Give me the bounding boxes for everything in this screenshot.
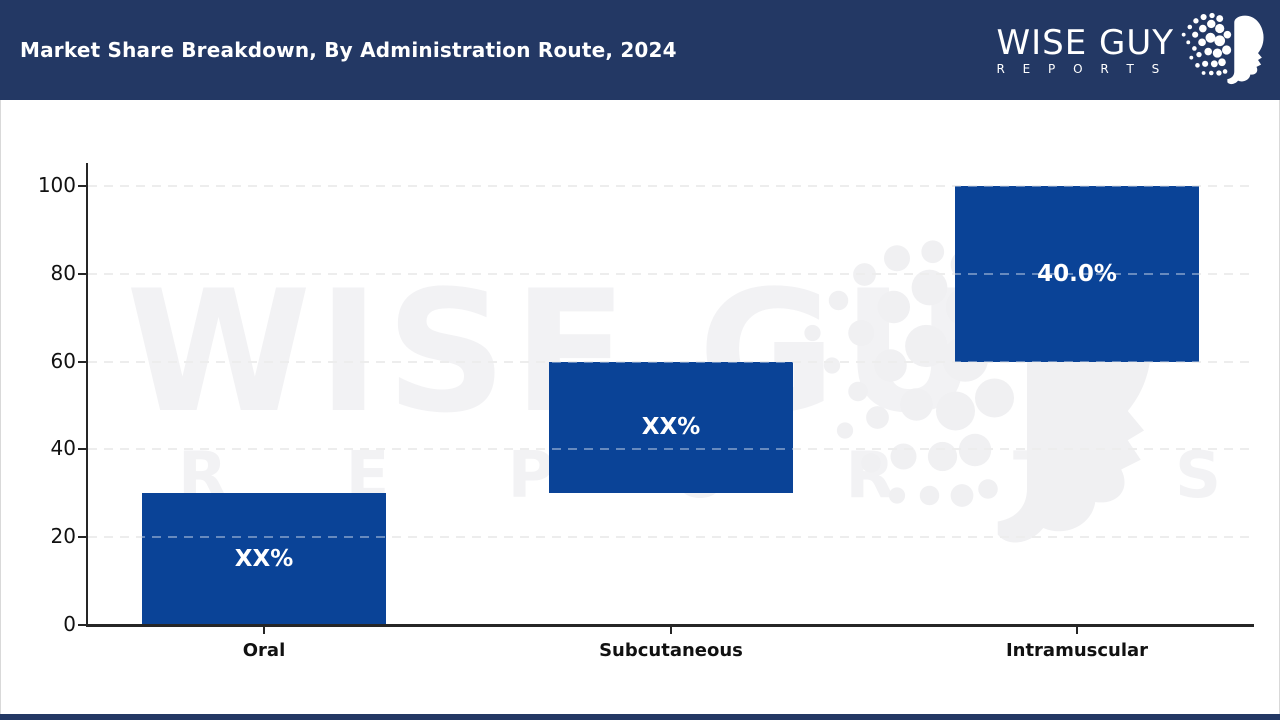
y-tick-label: 0 (63, 612, 76, 636)
y-tick-label: 80 (50, 260, 76, 285)
bar-value-label: 40.0% (1037, 260, 1117, 287)
y-tick-label: 20 (50, 524, 76, 549)
gridline-overlay (88, 536, 1253, 539)
y-tick (78, 624, 86, 626)
y-tick-label: 60 (50, 348, 76, 373)
gridline-overlay (88, 272, 1253, 275)
brand-face-icon (1176, 11, 1268, 89)
y-axis-line (86, 163, 88, 627)
bar-value-label: XX% (641, 414, 701, 441)
brand-logo-name: WISE GUY (996, 22, 1174, 63)
x-tick (670, 627, 672, 634)
brand-logo-text: WISE GUY R E P O R T S (996, 25, 1174, 76)
y-tick (78, 360, 86, 363)
bar[interactable] (142, 493, 386, 625)
gridline-overlay (88, 185, 1253, 187)
y-tick (78, 185, 86, 187)
y-tick (78, 448, 86, 451)
brand-logo-subtitle: R E P O R T S (996, 61, 1167, 76)
x-tick (1076, 627, 1078, 634)
gridline (88, 272, 1253, 275)
y-tick (78, 272, 86, 275)
gridline (88, 536, 1253, 539)
y-tick-label: 100 (37, 173, 76, 197)
gridline-overlay (88, 360, 1253, 363)
x-axis-label: Oral (242, 640, 286, 661)
x-axis-label: Intramuscular (1005, 640, 1149, 661)
x-axis-label: Subcutaneous (599, 640, 743, 661)
y-tick-label: 40 (50, 436, 76, 461)
bar[interactable] (955, 186, 1199, 362)
bar[interactable] (549, 361, 793, 494)
gridline (88, 185, 1253, 187)
brand-logo: WISE GUY R E P O R T S (996, 11, 1280, 89)
gridline-overlay (88, 448, 1253, 451)
footer-band (0, 714, 1280, 720)
x-axis-line (86, 624, 1254, 627)
bar-value-label: XX% (234, 546, 294, 573)
y-tick (78, 536, 86, 539)
chart-title: Market Share Breakdown, By Administratio… (20, 38, 677, 62)
header-band: Market Share Breakdown, By Administratio… (0, 0, 1280, 100)
x-tick (263, 627, 265, 634)
